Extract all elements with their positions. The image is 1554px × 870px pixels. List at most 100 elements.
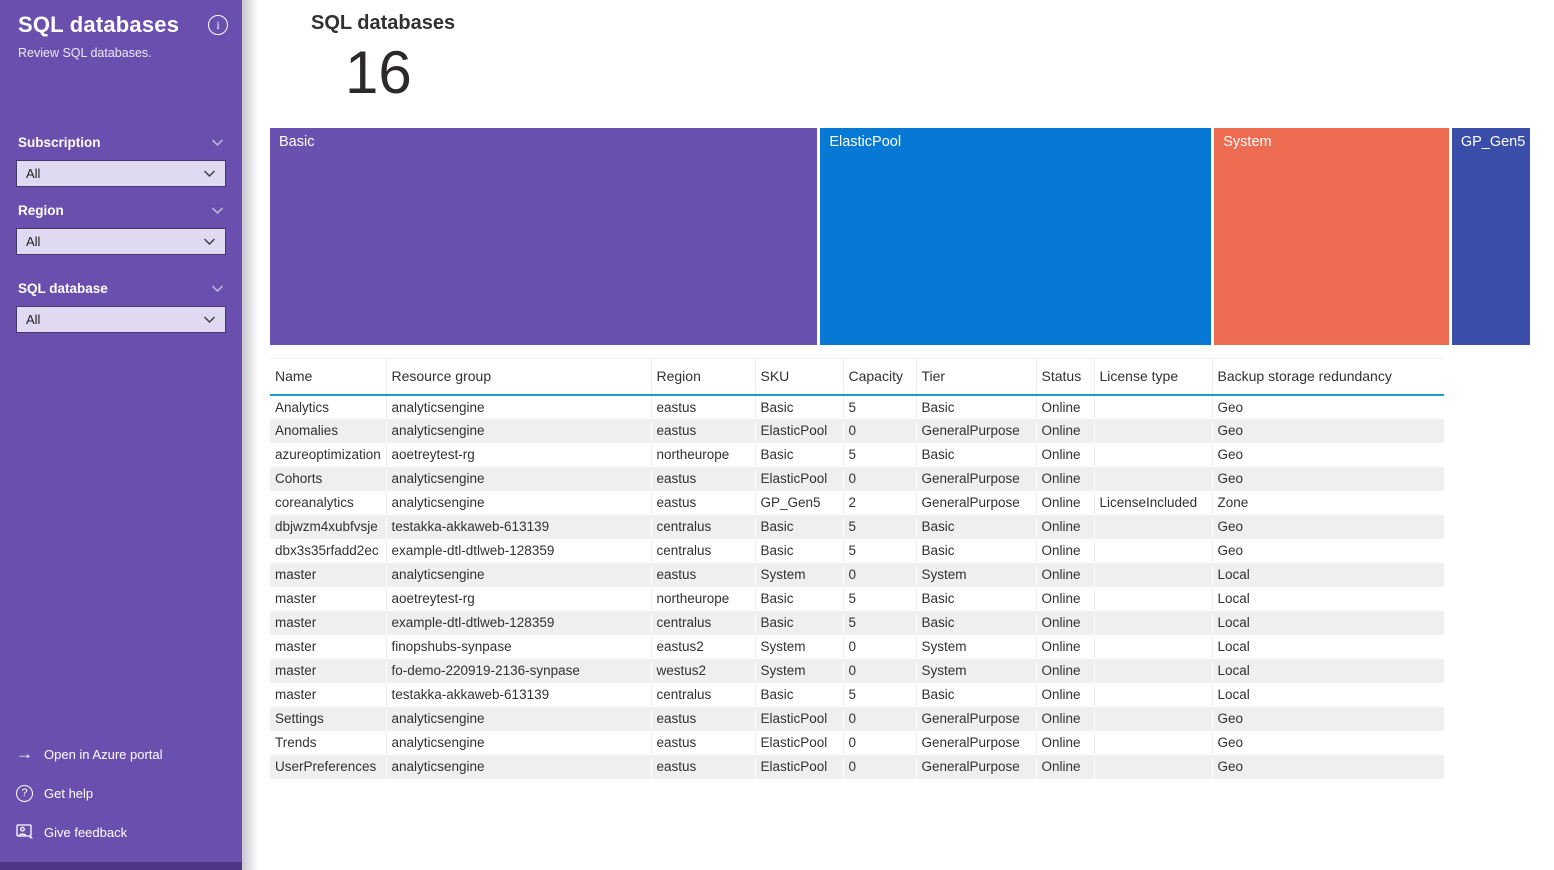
table-row-master[interactable]: master fo-demo-220919-2136-synpase westus2…	[270, 658, 1444, 683]
table-row-analytics[interactable]: Analytics analyticsengine eastus Basic 5 Basi…	[270, 394, 1444, 419]
table-row-dbjwzm4xubfvsje[interactable]: dbjwzm4xubfvsje testakka-akkaweb-613139 ce…	[270, 514, 1444, 539]
column-header-status[interactable]: Status	[1036, 358, 1095, 396]
cell-backup-storage-redundancy: Geo	[1217, 447, 1244, 462]
table-row-master[interactable]: master finopshubs-synpase eastus2 System 0 Sy…	[270, 634, 1444, 659]
cell-capacity: 2	[843, 490, 917, 515]
table-row-cohorts[interactable]: Cohorts analyticsengine eastus ElasticPool 0…	[270, 466, 1444, 491]
treemap-segment-gp_gen5[interactable]: GP_Gen5	[1451, 128, 1530, 345]
cell-backup-storage-redundancy: Geo	[1217, 519, 1244, 534]
cell-region: eastus	[651, 466, 756, 491]
chevron-down-icon	[211, 284, 224, 292]
cell-license-type	[1094, 586, 1213, 611]
cell-sku: ElasticPool	[755, 730, 844, 755]
cell-license-type	[1094, 514, 1213, 539]
table-row-master[interactable]: master example-dtl-dtlweb-128359 centralus…	[270, 610, 1444, 635]
link-label: Give feedback	[44, 824, 128, 840]
cell-license-type	[1094, 682, 1213, 707]
cell-region: westus2	[651, 658, 756, 683]
cell-backup-storage-redundancy: Geo	[1217, 735, 1244, 750]
treemap-segment-elasticpool[interactable]: ElasticPool	[820, 128, 1212, 345]
cell-capacity: 0	[843, 634, 917, 659]
cell-name: coreanalytics	[270, 490, 387, 515]
open-in-azure-portal-link[interactable]: → Open in Azure portal	[16, 743, 163, 765]
cell-status: Online	[1036, 706, 1095, 731]
sidebar-scrollbar[interactable]	[0, 862, 242, 870]
cell-tier: GeneralPurpose	[916, 730, 1037, 755]
cell-backup-storage-redundancy: Geo	[1217, 423, 1244, 438]
sql-database-dropdown[interactable]: All	[16, 306, 226, 333]
cell-region: northeurope	[651, 442, 756, 467]
treemap-segment-label: System	[1223, 134, 1272, 150]
cell-capacity: 5	[843, 586, 917, 611]
give-feedback-link[interactable]: Give feedback	[16, 821, 163, 843]
table-row-userpreferences[interactable]: UserPreferences analyticsengine eastus Elas…	[270, 754, 1444, 779]
column-header-capacity[interactable]: Capacity	[843, 358, 917, 396]
cell-capacity: 5	[843, 442, 917, 467]
cell-status: Online	[1036, 562, 1095, 587]
get-help-link[interactable]: ? Get help	[16, 782, 163, 804]
cell-status: Online	[1036, 466, 1095, 491]
cell-backup-storage-redundancy: Geo	[1217, 543, 1244, 558]
cell-backup-storage-redundancy: Geo	[1217, 399, 1244, 415]
column-header-resource-group[interactable]: Resource group	[386, 358, 652, 396]
link-label: Open in Azure portal	[44, 746, 163, 762]
cell-license-type	[1094, 442, 1213, 467]
column-header-backup-storage-redundancy[interactable]: Backup storage redundancy	[1212, 358, 1444, 396]
chevron-down-icon	[204, 316, 215, 323]
cell-sku: ElasticPool	[755, 706, 844, 731]
cell-status: Online	[1036, 610, 1095, 635]
subscription-dropdown[interactable]: All	[16, 160, 226, 187]
table-row-master[interactable]: master aoetreytest-rg northeurope Basic 5 Bas…	[270, 586, 1444, 611]
cell-resource-group: analyticsengine	[386, 730, 652, 755]
info-icon[interactable]: i	[208, 15, 228, 35]
table-row-settings[interactable]: Settings analyticsengine eastus ElasticPool…	[270, 706, 1444, 731]
column-header-name[interactable]: Name	[270, 358, 387, 396]
cell-sku: Basic	[755, 538, 844, 563]
chevron-down-icon	[211, 206, 224, 214]
cell-capacity: 5	[843, 610, 917, 635]
cell-tier: Basic	[916, 610, 1037, 635]
cell-region: eastus	[651, 418, 756, 443]
table-row-trends[interactable]: Trends analyticsengine eastus ElasticPool 0 G…	[270, 730, 1444, 755]
treemap-segment-system[interactable]: System	[1214, 128, 1449, 345]
table-row-azureoptimization[interactable]: azureoptimization aoetreytest-rg northeuro…	[270, 442, 1444, 467]
cell-resource-group: aoetreytest-rg	[386, 586, 652, 611]
cell-sku: System	[755, 658, 844, 683]
treemap-segment-label: ElasticPool	[829, 134, 902, 150]
table-row-coreanalytics[interactable]: coreanalytics analyticsengine eastus GP_Gen…	[270, 490, 1444, 515]
cell-region: eastus	[651, 730, 756, 755]
cell-sku: Basic	[755, 610, 844, 635]
cell-resource-group: example-dtl-dtlweb-128359	[386, 610, 652, 635]
treemap-segment-label: Basic	[279, 134, 315, 150]
cell-sku: Basic	[755, 586, 844, 611]
subscription-filter-label: Subscription	[18, 134, 101, 150]
link-label: Get help	[44, 785, 94, 801]
cell-resource-group: analyticsengine	[386, 466, 652, 491]
table-row-anomalies[interactable]: Anomalies analyticsengine eastus ElasticPoo…	[270, 418, 1444, 443]
cell-region: eastus2	[651, 634, 756, 659]
cell-status: Online	[1036, 514, 1095, 539]
cell-license-type	[1094, 634, 1213, 659]
cell-status: Online	[1036, 538, 1095, 563]
column-header-sku[interactable]: SKU	[755, 358, 844, 396]
cell-capacity: 0	[843, 562, 917, 587]
cell-region: eastus	[651, 754, 756, 779]
column-header-region[interactable]: Region	[651, 358, 756, 396]
filter-panel: Subscription All Region All SQL database All	[16, 133, 226, 347]
cell-resource-group: example-dtl-dtlweb-128359	[386, 538, 652, 563]
column-header-tier[interactable]: Tier	[916, 358, 1037, 396]
cell-status: Online	[1036, 442, 1095, 467]
sql-database-filter-label: SQL database	[18, 280, 108, 296]
databases-table: Name Resource group Region SKU Capacity Tier S…	[270, 358, 1444, 779]
cell-name: dbjwzm4xubfvsje	[270, 514, 387, 539]
table-row-master[interactable]: master testakka-akkaweb-613139 centralus Ba…	[270, 682, 1444, 707]
treemap-segment-basic[interactable]: Basic	[270, 128, 818, 345]
table-row-dbx3s35rfadd2ec[interactable]: dbx3s35rfadd2ec example-dtl-dtlweb-128359…	[270, 538, 1444, 563]
cell-tier: Basic	[916, 514, 1037, 539]
sql-database-dropdown-value: All	[26, 312, 41, 327]
region-dropdown[interactable]: All	[16, 228, 226, 255]
table-row-master[interactable]: master analyticsengine eastus System 0 System…	[270, 562, 1444, 587]
cell-sku: Basic	[755, 442, 844, 467]
cell-backup-storage-redundancy: Local	[1217, 615, 1250, 630]
column-header-license-type[interactable]: License type	[1094, 358, 1213, 396]
